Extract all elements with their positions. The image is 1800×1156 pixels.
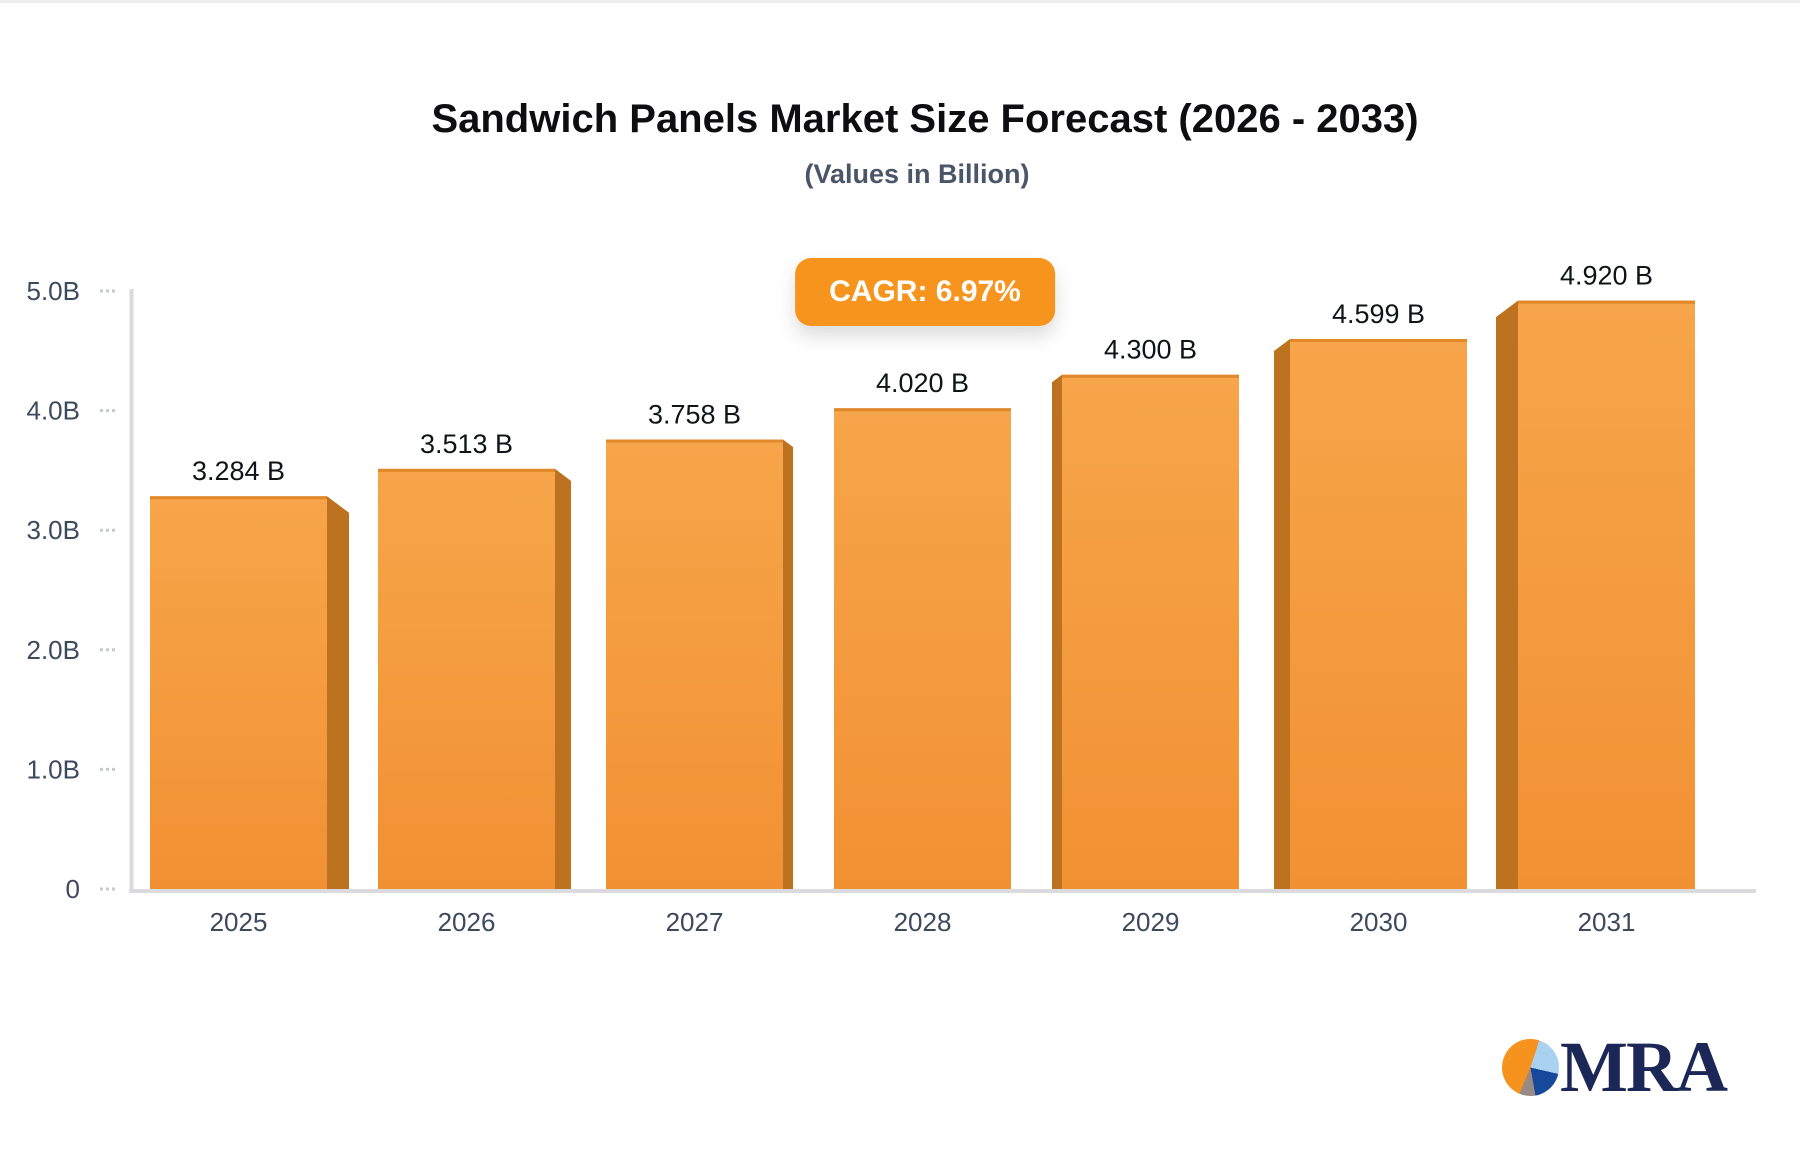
bar-value-label: 4.020 B: [876, 368, 969, 398]
bar-value-label: 3.758 B: [648, 400, 741, 430]
x-axis-label: 2029: [1122, 907, 1180, 937]
brand-logo-text: MRA: [1560, 1027, 1728, 1107]
y-tick-label: 4.0B: [27, 396, 81, 426]
bar-2025[interactable]: [150, 496, 327, 889]
bar-side-3d: [1274, 338, 1290, 889]
x-axis-label: 2026: [438, 907, 496, 937]
chart-subtitle: (Values in Billion): [804, 159, 1030, 189]
bar-2026[interactable]: [378, 468, 555, 889]
bar-value-label: 4.920 B: [1560, 261, 1653, 291]
bar-chart-plot: 0 1.0B 2.0B 3.0B 4.0B 5.0B 3.284 B 2025 3.513 B 2…: [27, 261, 1756, 937]
bar-2029[interactable]: [1062, 374, 1239, 890]
bar-value-label: 3.513 B: [420, 429, 513, 459]
x-axis-label: 2030: [1350, 907, 1408, 937]
x-axis-label: 2027: [666, 907, 724, 937]
y-tick-label: 3.0B: [27, 515, 81, 545]
bar-2028[interactable]: [834, 408, 1011, 889]
brand-logo: MRA: [1502, 1027, 1728, 1107]
x-axis-label: 2025: [210, 907, 268, 937]
x-axis-label: 2031: [1578, 907, 1636, 937]
y-tick-label: 0: [66, 874, 80, 904]
bar-2031[interactable]: [1518, 300, 1695, 889]
cagr-badge: CAGR: 6.97%: [795, 258, 1055, 326]
bar-side-3d: [555, 468, 571, 889]
y-tick-label: 2.0B: [27, 635, 81, 665]
bar-2027[interactable]: [606, 439, 783, 889]
x-axis-label: 2028: [894, 907, 952, 937]
pie-chart-logo-icon: [1502, 1039, 1559, 1096]
y-tick-label: 5.0B: [27, 276, 81, 306]
bar-value-label: 4.599 B: [1332, 299, 1425, 329]
bar-side-3d: [1052, 374, 1062, 890]
bar-side-3d: [783, 439, 793, 889]
bar-value-label: 3.284 B: [192, 456, 285, 486]
bar-2030[interactable]: [1290, 338, 1467, 889]
page-title: Sandwich Panels Market Size Forecast (20…: [431, 97, 1419, 141]
bar-value-label: 4.300 B: [1104, 335, 1197, 365]
bar-side-3d: [327, 496, 349, 889]
bar-side-3d: [1496, 300, 1518, 889]
y-tick-label: 1.0B: [27, 754, 81, 784]
